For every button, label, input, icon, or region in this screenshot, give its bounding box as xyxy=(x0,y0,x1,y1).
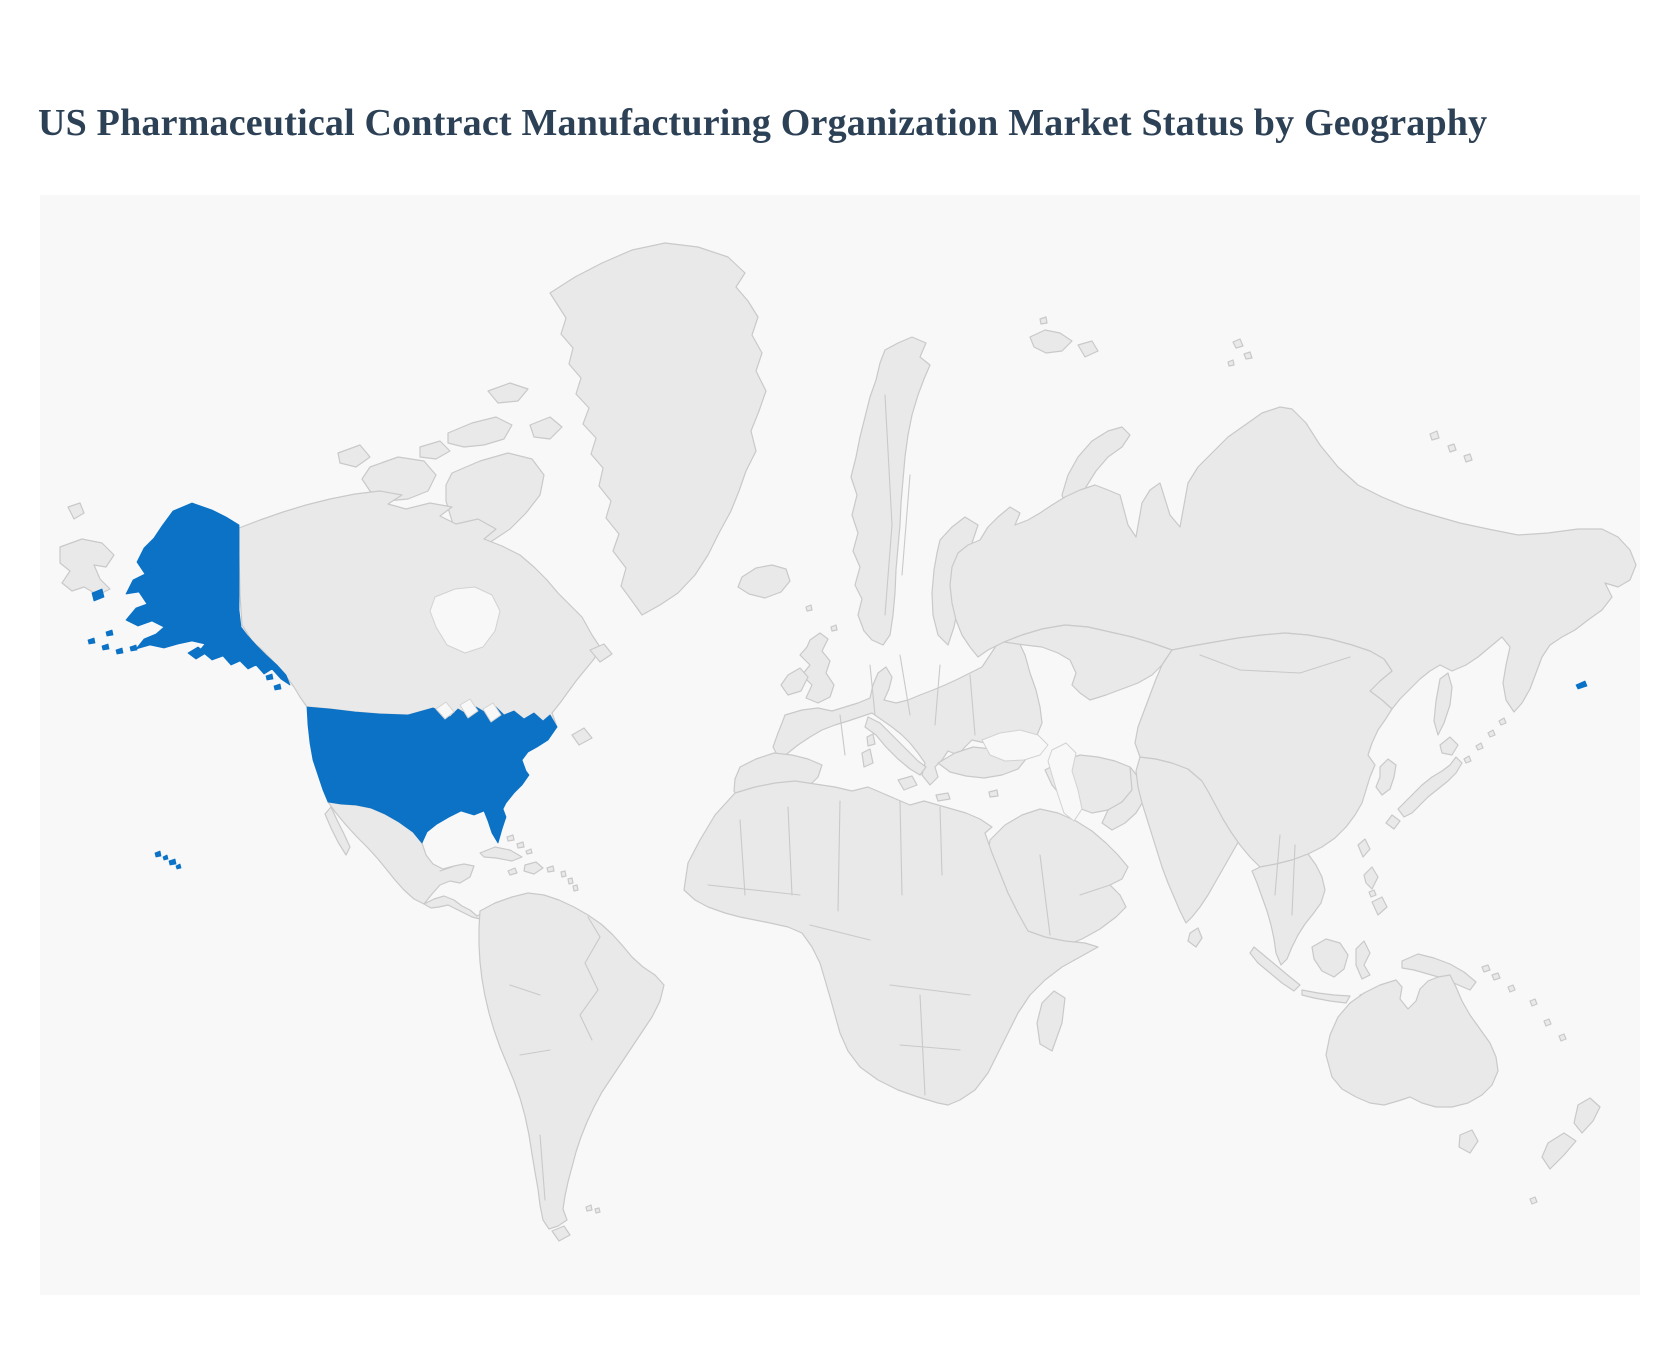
region-sulawesi xyxy=(1355,940,1371,980)
world-map[interactable] xyxy=(40,195,1640,1295)
region-nova-scotia[interactable] xyxy=(571,727,593,746)
region-arctic-islets xyxy=(1039,316,1473,463)
region-wrangel-island xyxy=(67,502,85,520)
region-faroe xyxy=(805,604,813,612)
region-corsica xyxy=(866,733,876,747)
region-bahamas xyxy=(506,834,533,855)
region-falklands xyxy=(585,1204,601,1214)
region-africa[interactable] xyxy=(683,780,1099,1106)
ocean-background xyxy=(40,195,1640,1295)
region-java xyxy=(1301,989,1351,1004)
region-indochina[interactable] xyxy=(1251,853,1326,966)
region-borneo[interactable] xyxy=(1311,938,1349,978)
us-alaska[interactable] xyxy=(125,502,291,686)
region-sicily xyxy=(897,775,918,791)
world-map-panel[interactable] xyxy=(40,195,1640,1295)
country-borders-layer xyxy=(439,394,1351,1201)
countries-layer[interactable] xyxy=(59,242,1637,1242)
black-sea xyxy=(981,729,1049,762)
region-jamaica xyxy=(507,867,518,876)
region-puerto-rico xyxy=(546,865,555,873)
region-greenland[interactable] xyxy=(549,242,767,616)
region-japan[interactable] xyxy=(1397,756,1463,818)
region-chukotka-west[interactable] xyxy=(59,538,115,596)
region-cuba[interactable] xyxy=(479,846,523,862)
region-sakhalin xyxy=(1433,672,1453,736)
region-crete xyxy=(935,792,951,802)
region-pacific-islets xyxy=(1481,964,1567,1205)
region-tierra-del-fuego xyxy=(551,1225,571,1242)
region-south-america[interactable] xyxy=(478,892,665,1230)
inland-water-layer xyxy=(429,586,1083,822)
region-philippines[interactable] xyxy=(1363,866,1388,916)
region-kyushu xyxy=(1385,814,1401,830)
region-sardinia xyxy=(861,748,874,768)
region-central-asia[interactable] xyxy=(1003,624,1173,701)
region-arctic-islands[interactable] xyxy=(361,456,437,502)
us-panhandle-islets xyxy=(265,673,282,691)
region-arctic-islands[interactable] xyxy=(487,382,529,404)
region-australia[interactable] xyxy=(1325,974,1499,1108)
region-china[interactable] xyxy=(1134,632,1393,868)
region-ireland[interactable] xyxy=(780,667,809,696)
us-kodiak-island xyxy=(187,646,207,660)
region-svalbard xyxy=(1029,329,1099,358)
region-lesser-antilles xyxy=(560,870,579,892)
region-shetland xyxy=(830,624,838,632)
region-canada[interactable] xyxy=(238,490,601,728)
us-hawaii[interactable] xyxy=(154,850,182,870)
hudson-bay xyxy=(429,586,501,654)
region-sumatra[interactable] xyxy=(1249,946,1301,992)
region-cyprus xyxy=(988,789,999,798)
region-united-kingdom[interactable] xyxy=(799,632,835,704)
caspian-sea xyxy=(1047,742,1083,822)
region-arctic-islands[interactable] xyxy=(529,416,563,440)
region-baja-california xyxy=(324,806,351,856)
great-lakes xyxy=(435,698,502,723)
us-aleutian-islands xyxy=(87,588,138,655)
region-new-zealand[interactable] xyxy=(1541,1097,1601,1170)
page-title: US Pharmaceutical Contract Manufacturing… xyxy=(38,102,1488,145)
region-united-states[interactable] xyxy=(87,502,1588,870)
region-italy[interactable] xyxy=(864,716,927,776)
region-tasmania xyxy=(1458,1129,1479,1154)
region-korea[interactable] xyxy=(1375,758,1397,796)
region-kuril-islands xyxy=(1463,717,1507,764)
region-new-guinea[interactable] xyxy=(1401,953,1477,991)
region-hokkaido xyxy=(1439,736,1459,756)
region-madagascar[interactable] xyxy=(1036,990,1066,1052)
region-arctic-islands[interactable] xyxy=(337,444,371,468)
region-arctic-islands[interactable] xyxy=(419,440,451,460)
region-iceland[interactable] xyxy=(737,564,791,599)
region-newfoundland[interactable] xyxy=(589,643,613,663)
region-hispaniola xyxy=(523,861,544,875)
region-arctic-islands[interactable] xyxy=(447,416,513,448)
region-taiwan xyxy=(1357,838,1371,858)
us-attu-island xyxy=(1575,680,1588,690)
region-sri-lanka xyxy=(1187,927,1203,948)
